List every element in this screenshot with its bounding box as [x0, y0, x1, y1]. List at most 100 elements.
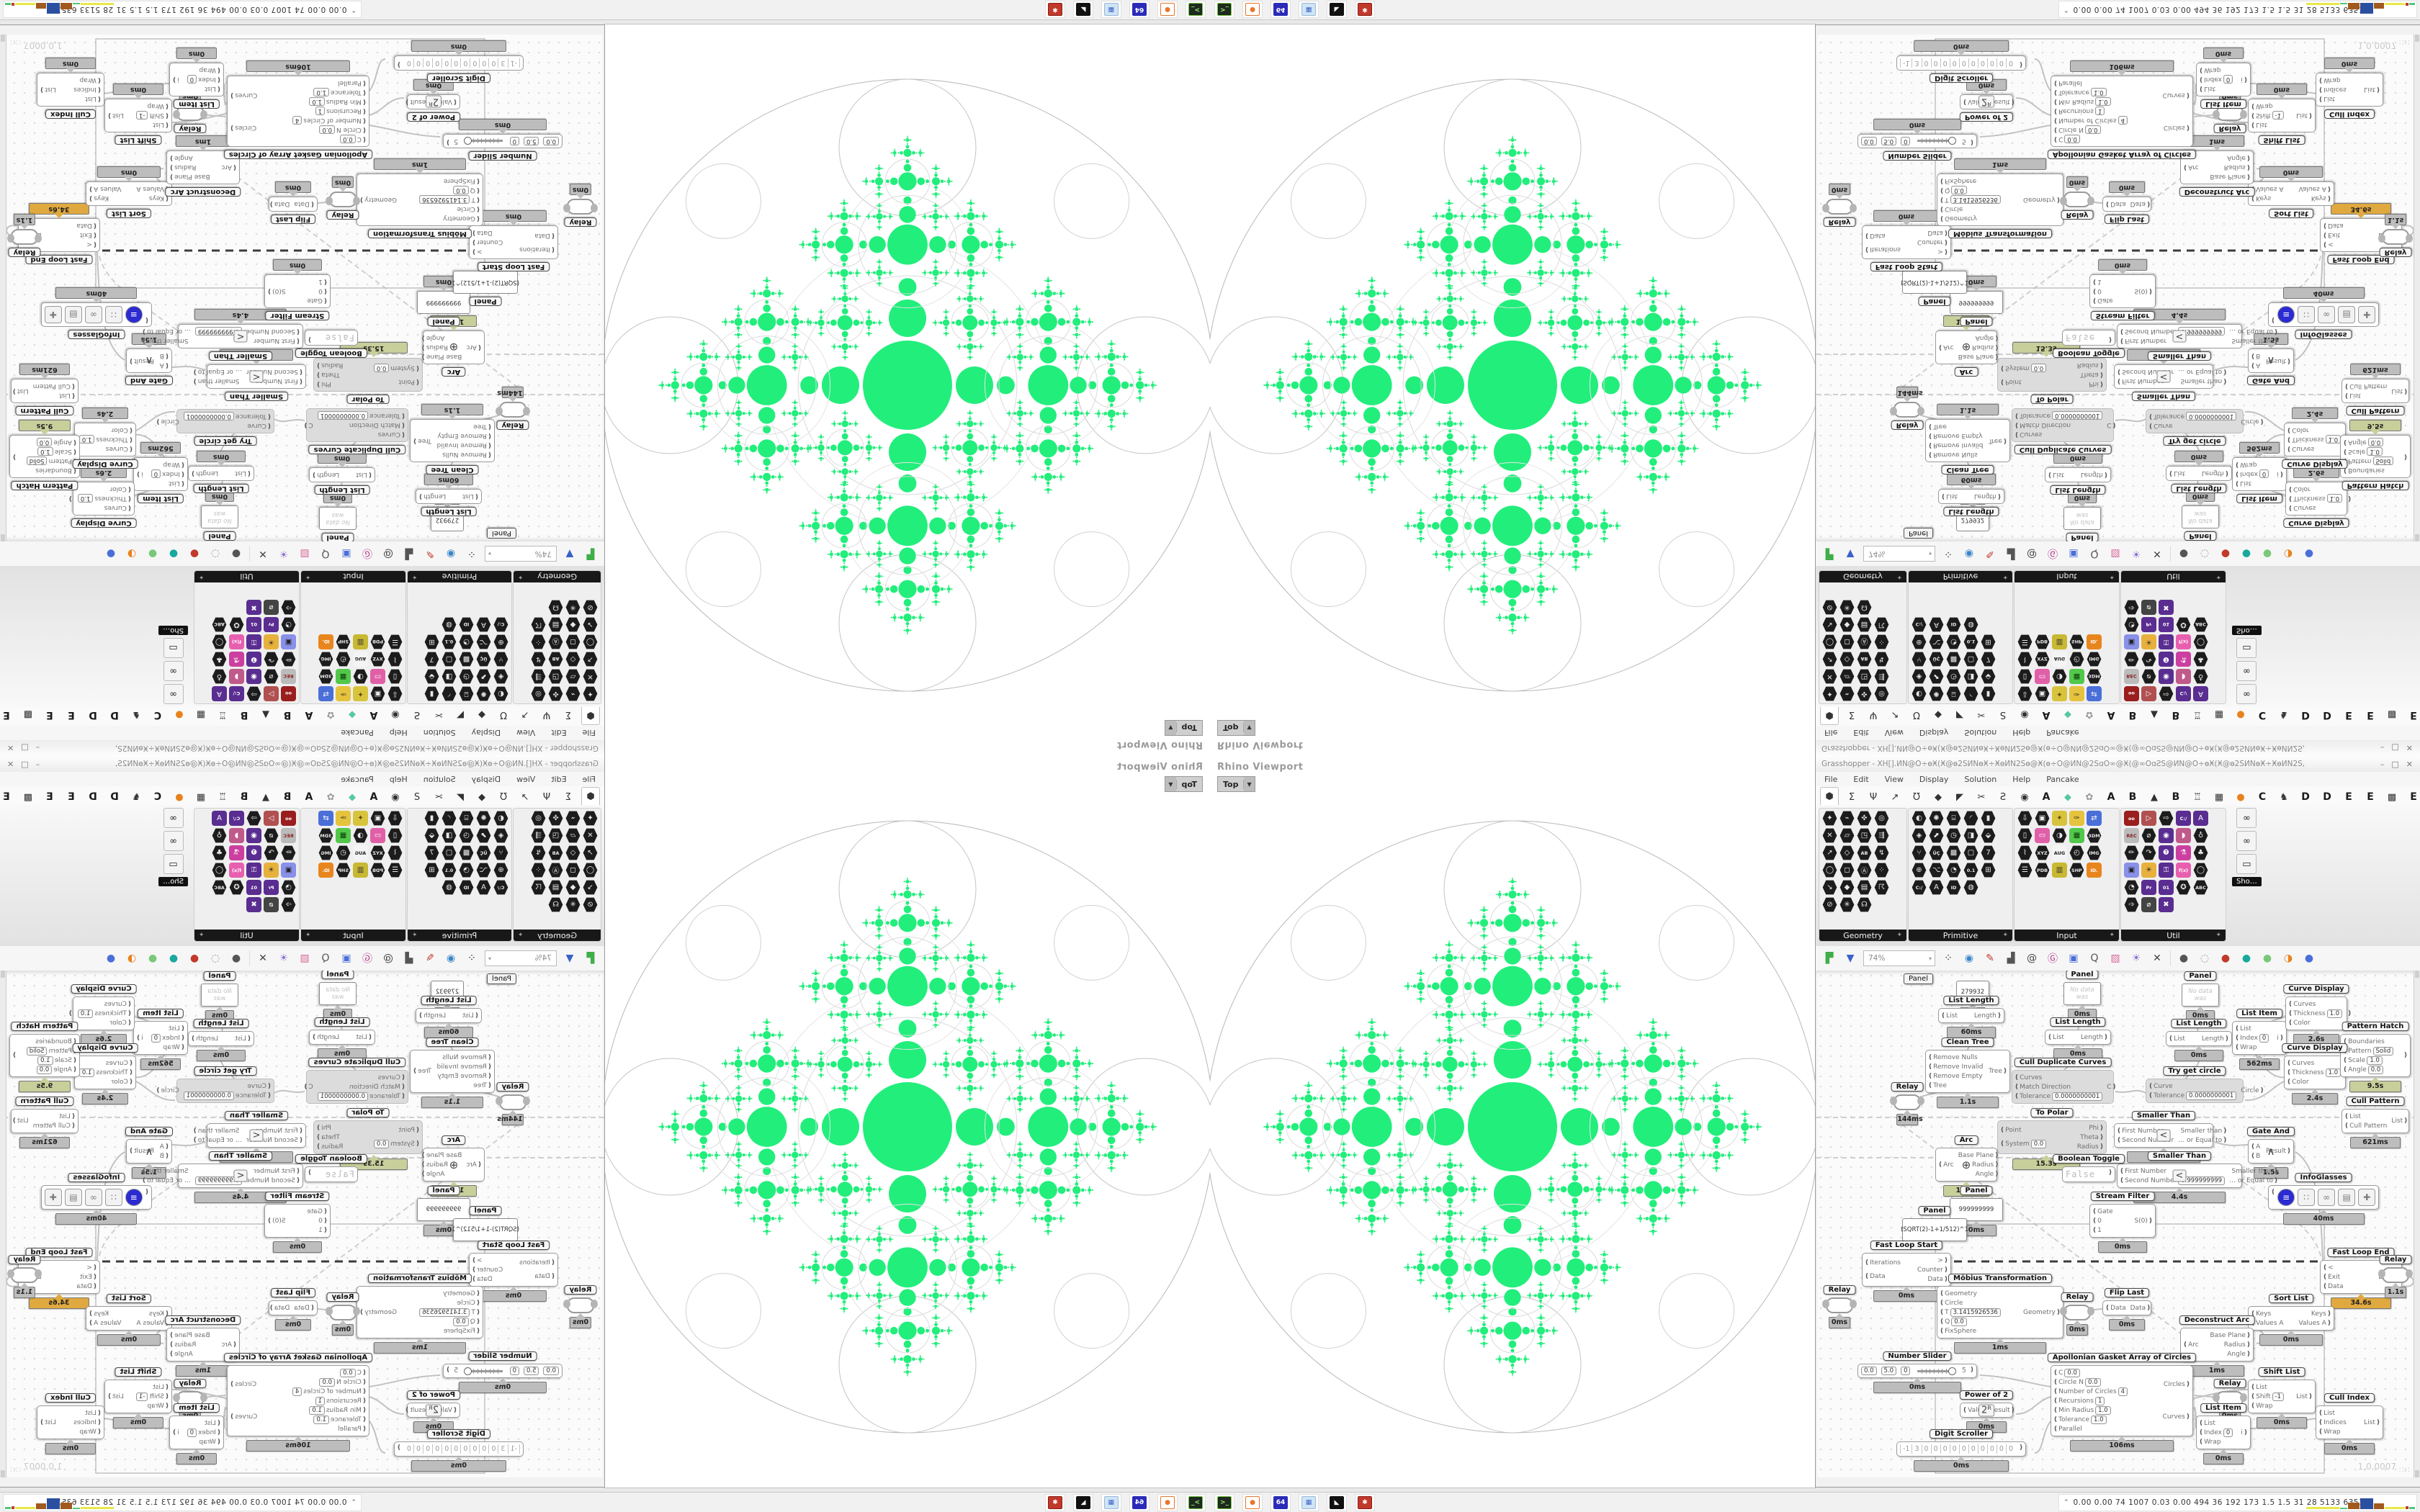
node-port[interactable]: (	[2118, 1136, 2121, 1144]
chevron-down-icon[interactable]: ▼	[1244, 777, 1255, 791]
node-port[interactable]: )	[2246, 1341, 2250, 1349]
gh-node-list-item[interactable]: List Item(List(Index 0(Wrap i) 0ms	[2196, 48, 2251, 109]
component-icon[interactable]: ◔	[2124, 880, 2139, 895]
node-port[interactable]: (	[1940, 205, 1944, 213]
resize-grip-icon[interactable]: ∷∷	[9, 1465, 21, 1475]
node-body[interactable]: (List(Index 0(Wrap i)	[133, 1021, 188, 1055]
node-body[interactable]: (List Length)	[2166, 466, 2232, 481]
panel-expand-icon[interactable]: ✦	[1896, 932, 1902, 939]
node-body[interactable]: (Gate(0(1 S(0))	[2089, 274, 2156, 308]
node-port[interactable]: )	[2003, 437, 2007, 444]
node-port[interactable]: (	[2200, 76, 2203, 84]
gh-node-list-length[interactable]: List Length(List Length) 0ms	[2045, 1017, 2111, 1060]
slider-knob[interactable]	[1948, 1367, 1956, 1375]
node-port[interactable]: (	[362, 98, 366, 106]
node-port[interactable]: (	[97, 1409, 101, 1417]
node-port[interactable]: (	[362, 89, 366, 96]
component-icon[interactable]: PDB	[370, 634, 385, 649]
digit[interactable]: 0	[2005, 58, 2015, 68]
menu-help[interactable]: Help	[389, 774, 408, 784]
gh-node-cull-pattern[interactable]: Cull Pattern(List(Cull Pattern List) 621ms	[11, 1097, 79, 1148]
component-icon[interactable]: ⌀	[264, 600, 279, 615]
node-port[interactable]: )	[2327, 185, 2331, 193]
input-value[interactable]: 0.0000000001	[2052, 411, 2103, 420]
node-port[interactable]: (	[165, 1392, 169, 1400]
node-port[interactable]: )	[108, 112, 112, 120]
node-port[interactable]: (	[401, 412, 405, 420]
input-value[interactable]: 1.0	[2095, 97, 2111, 107]
component-icon[interactable]: ♣	[2193, 652, 2208, 667]
node-port[interactable]: (	[2093, 1226, 2097, 1234]
component-icon[interactable]: ⚿	[2159, 863, 2174, 878]
toolbar-button[interactable]: ●	[2179, 953, 2189, 964]
slider-value[interactable]: 5.0	[523, 137, 539, 145]
node-port[interactable]: (	[247, 469, 251, 477]
gh-node-curve-display[interactable]: Curve Display(Curves(Thickness1.0(Color)…	[2282, 1043, 2349, 1104]
component-icon[interactable]: ▭	[370, 669, 385, 684]
input-value[interactable]: 1	[2094, 107, 2105, 116]
gh-node-power-of-2[interactable]: Power of 2(Value Result) 2ᴿ 0ms	[1959, 79, 2015, 122]
gh-node-m-bius-transformation[interactable]: Möbius Transformation(Geometry(Circle(T 3…	[357, 158, 483, 238]
panel-value[interactable]: (SQRT(2)-1+1/512)^1	[452, 1218, 519, 1241]
gh-node-curve-display[interactable]: Curve Display(Curves(Thickness1.0(Color)…	[71, 1043, 138, 1104]
digit[interactable]: 0	[1930, 1444, 1940, 1454]
node-port[interactable]: (	[2236, 480, 2239, 487]
node-body[interactable]: (List Length)	[2166, 1031, 2232, 1046]
gh-node-to-polar[interactable]: To Polar(Point(System 0.0 Phi) Theta) Radius…	[1997, 1108, 2107, 1154]
node-body[interactable]: (Boundaries(PatternSolid(Scale1.0(Angle0…	[9, 435, 80, 478]
node-body[interactable]: (List(Index 0(Wrap i)	[169, 63, 224, 96]
toolbar-button[interactable]: ●	[2220, 953, 2231, 964]
component-icon[interactable]: ✑	[2069, 686, 2084, 701]
gh-node-clean-tree[interactable]: Clean Tree(Remove Nulls(Remove Invalid(R…	[410, 1038, 495, 1108]
gh-node-panel[interactable]: Panel No data was 0ms	[2182, 490, 2219, 541]
digit[interactable]: 0	[1996, 1444, 2006, 1454]
digit[interactable]: 0	[442, 58, 452, 68]
component-icon[interactable]: ◐	[493, 686, 508, 701]
node-body[interactable]: (List Length)	[309, 1030, 375, 1045]
component-icon[interactable]: ID.	[2087, 863, 2102, 878]
node-port[interactable]: (	[2054, 117, 2058, 125]
component-icon[interactable]: ◻	[1839, 863, 1855, 878]
component-icon[interactable]: ✏	[2124, 652, 2139, 667]
node-port[interactable]: (	[217, 1428, 220, 1436]
component-icon[interactable]: ◷	[459, 828, 474, 843]
toolbar-button[interactable]: ▨	[300, 548, 310, 559]
component-icon[interactable]: ▷	[264, 686, 279, 701]
component-icon[interactable]: 3DM	[2087, 828, 2102, 843]
category-tab[interactable]: D	[2301, 709, 2310, 721]
node-port[interactable]: )	[170, 163, 174, 171]
component-icon[interactable]: ◷	[1946, 669, 1961, 684]
node-body[interactable]: (Curves(Match Direction(Tolerance 0.00000…	[304, 1070, 408, 1104]
help-icon[interactable]: ✱	[1045, 1494, 1065, 1511]
slider-rail[interactable]	[1917, 137, 1956, 145]
viewport-tab-top[interactable]: Top ▼	[1165, 776, 1203, 792]
component-icon[interactable]: ❼	[246, 652, 261, 667]
panel-value[interactable]: No data was	[319, 982, 357, 1005]
menu-display[interactable]: Display	[471, 728, 501, 738]
gh-node-panel[interactable]: Panel (SQRT(2)-1+1/512)^1	[452, 271, 519, 306]
component-icon[interactable]: ☀	[264, 634, 279, 649]
node-port[interactable]: (	[2093, 297, 2097, 305]
node-port[interactable]: (	[1940, 1308, 1944, 1316]
component-icon[interactable]: ✏	[2124, 845, 2139, 860]
gh-node-smaller-than[interactable]: Smaller Than(First Number(Second Number S…	[2114, 1111, 2226, 1163]
node-port[interactable]: )	[156, 418, 160, 425]
digit[interactable]: 0	[452, 58, 462, 68]
component-icon[interactable]: ◻	[565, 863, 581, 878]
node-port[interactable]: (	[165, 1143, 169, 1151]
category-tab[interactable]: B	[283, 791, 292, 803]
toolbar-button[interactable]: ●	[106, 953, 116, 964]
component-icon[interactable]: ◆	[1839, 617, 1855, 632]
menu-display[interactable]: Display	[1919, 774, 1949, 784]
input-value[interactable]: 0.0	[2085, 125, 2101, 135]
input-value[interactable]: 0.0	[319, 125, 335, 135]
component-icon[interactable]: Ⓐ	[1857, 634, 1872, 649]
category-tab[interactable]: ↗	[521, 709, 529, 721]
component-icon[interactable]: ☀	[2141, 863, 2156, 878]
node-port[interactable]: )	[1995, 343, 1999, 351]
node-port[interactable]: )	[193, 1127, 197, 1135]
gh-node-list-item[interactable]: List Item(List(Index 0(Wrap i) 0ms	[169, 48, 224, 109]
node-body[interactable]: (A(B Result) ∧	[2248, 1139, 2294, 1164]
